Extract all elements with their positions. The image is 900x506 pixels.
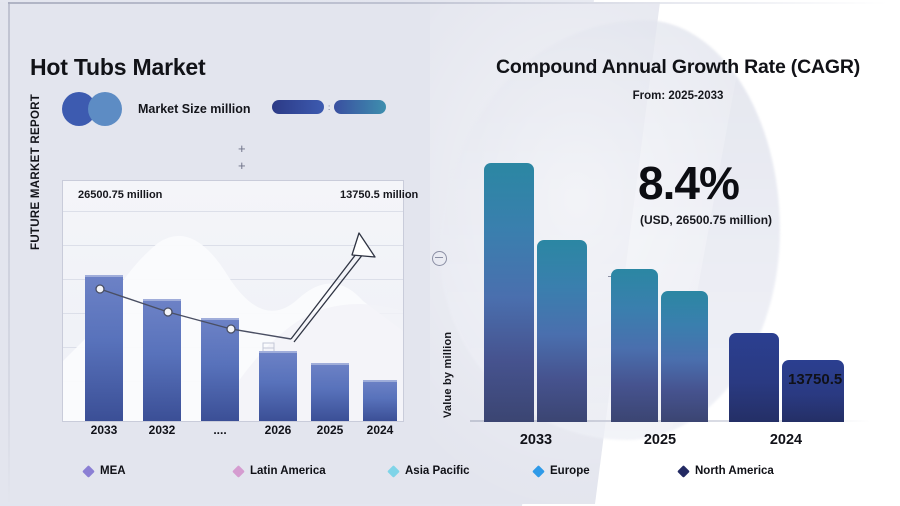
pill-separator-dot: :	[328, 102, 331, 112]
gridline	[63, 211, 403, 212]
right-x-label-2025: 2025	[643, 432, 677, 448]
x-label-2025: 2025	[316, 423, 344, 437]
x-label-2026: 2026	[264, 423, 292, 437]
legend-item-latin-america[interactable]: Latin America	[232, 464, 389, 478]
right-value-annotation: 13750.5 million	[340, 189, 419, 201]
left-value-annotation: 26500.75 million	[78, 189, 163, 201]
gradient-pill-a	[272, 100, 324, 114]
x-label-2032: 2032	[148, 423, 176, 437]
x-label-dots: ....	[213, 423, 227, 437]
legend-marker-icon	[387, 464, 400, 478]
region-legend: MEA Latin America Asia Pacific Europe No…	[82, 464, 844, 478]
cagr-value: 8.4%	[638, 157, 740, 209]
legend-item-north-america[interactable]: North America	[677, 464, 839, 478]
left-chart-x-axis: 2033 2032 .... 2026 2025 2024	[62, 423, 402, 441]
axis-right-label: Value by million	[442, 331, 454, 418]
right-x-label-2024: 2024	[769, 432, 803, 448]
legend-label: MEA	[100, 465, 126, 477]
legend-label: Asia Pacific	[405, 465, 470, 477]
bar-dots	[201, 318, 239, 421]
right-bar-2024-secondary	[782, 360, 844, 422]
right-chart-value-label: 13750.5	[788, 371, 843, 388]
x-label-2024: 2024	[366, 423, 394, 437]
venn-circles-icon	[62, 92, 128, 126]
bar-2024	[363, 380, 397, 421]
legend-item-europe[interactable]: Europe	[532, 464, 679, 478]
axis-left-label: FUTURE MARKET REPORT	[30, 93, 42, 250]
gradient-pill-group: :	[272, 100, 387, 114]
right-bar-2024-primary	[729, 333, 779, 422]
right-bar-2025-secondary	[661, 291, 708, 422]
page-title: Hot Tubs Market	[30, 54, 206, 80]
legend-label: North America	[695, 465, 774, 477]
venn-circle-right	[88, 92, 122, 126]
bar-2032	[143, 299, 181, 421]
right-bar-2025-primary	[611, 269, 658, 422]
right-x-label-2033: 2033	[519, 432, 553, 448]
bar-2033	[85, 275, 123, 421]
market-size-legend-label: Market Size million	[138, 102, 251, 116]
legend-item-asia-pacific[interactable]: Asia Pacific	[387, 464, 534, 478]
legend-label: Europe	[550, 465, 590, 477]
gradient-pill-b	[334, 100, 387, 114]
left-chart-plot-area	[62, 180, 404, 422]
legend-marker-icon	[677, 464, 690, 478]
market-size-legend: Market Size million	[62, 92, 251, 126]
bar-2026	[259, 351, 297, 421]
right-bar-2033-secondary	[537, 240, 587, 422]
legend-marker-icon	[82, 464, 95, 478]
right-bar-2033-primary	[484, 163, 534, 422]
cagr-subtitle: From: 2025-2033	[632, 90, 724, 102]
growth-arrow-icon	[290, 232, 376, 343]
trend-line-overlay	[95, 232, 376, 343]
panel-left-border	[8, 2, 10, 502]
x-label-2033: 2033	[90, 423, 118, 437]
legend-marker-icon	[532, 464, 545, 478]
cagr-title: Compound Annual Growth Rate (CAGR)	[495, 56, 861, 78]
legend-marker-icon	[232, 464, 245, 478]
legend-item-mea[interactable]: MEA	[82, 464, 234, 478]
legend-label: Latin America	[250, 465, 326, 477]
circle-minus-icon	[432, 251, 447, 266]
panel-top-border	[8, 2, 888, 4]
cagr-note: (USD, 26500.75 million)	[640, 213, 773, 227]
plus-decoration-icon: + +	[238, 141, 246, 173]
bar-2025	[311, 363, 349, 421]
